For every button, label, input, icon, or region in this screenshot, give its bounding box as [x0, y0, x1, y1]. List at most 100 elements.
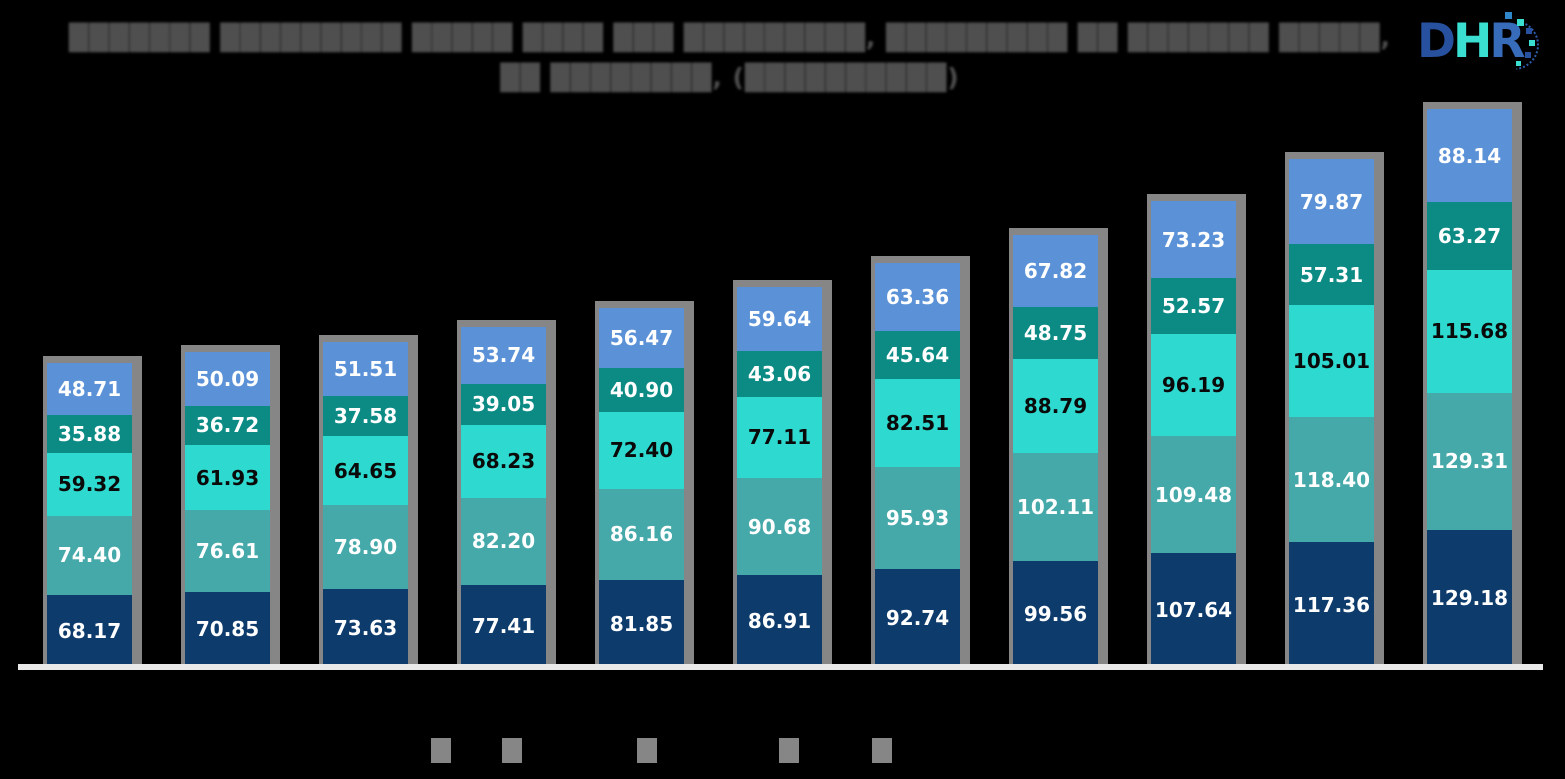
bar-segment: 53.74: [461, 326, 546, 384]
bar-segment-value: 61.93: [195, 465, 260, 490]
bar-segment: 102.11: [1013, 452, 1098, 562]
legend-item: [502, 738, 638, 763]
bar-segment: 40.90: [599, 368, 684, 412]
plot-area: 68.17 74.40 59.32 35.88 48.71 70.85 76.61 61.93…: [18, 101, 1543, 670]
bar-stack: 68.17 74.40 59.32 35.88 48.71: [43, 355, 142, 668]
bar-segment-value: 95.93: [885, 505, 950, 530]
bar-segment-value: 52.57: [1161, 294, 1226, 319]
legend-label: [653, 740, 780, 760]
bar-segment-value: 88.14: [1437, 143, 1502, 168]
bar-segment: 79.87: [1289, 159, 1374, 245]
bar-segment: 76.61: [185, 510, 270, 592]
bar-segment: 43.06: [737, 350, 822, 397]
bar-segment: 86.91: [737, 574, 822, 667]
bar-segment-value: 64.65: [333, 458, 398, 483]
logo-pixel-dot: [1525, 52, 1531, 58]
legend-label: [447, 740, 503, 760]
legend-swatch: [431, 738, 451, 763]
bar-segment: 59.64: [737, 287, 822, 351]
bar-segment: 109.48: [1151, 436, 1236, 553]
bar-segment-value: 99.56: [1023, 602, 1088, 627]
bar-segment-value: 59.32: [57, 472, 122, 497]
bar-stack: 107.64 109.48 96.19 52.57 73.23: [1147, 193, 1246, 668]
bar-segment: 37.58: [323, 396, 408, 437]
bar-segment-value: 67.82: [1023, 258, 1088, 283]
bar-segment: 59.32: [47, 452, 132, 516]
bar-segment: 63.27: [1427, 202, 1512, 270]
legend-swatch: [779, 738, 799, 763]
bar-segment: 82.20: [461, 497, 546, 585]
bar-segment: 115.68: [1427, 269, 1512, 393]
bar-segment-value: 48.71: [57, 376, 122, 401]
bar-segment-value: 56.47: [609, 326, 674, 351]
bar-stack: 73.63 78.90 64.65 37.58 51.51: [319, 334, 418, 668]
bar-segment: 90.68: [737, 478, 822, 575]
bar-segment-value: 82.51: [885, 410, 950, 435]
bar-segment: 39.05: [461, 383, 546, 426]
bar-segment: 67.82: [1013, 234, 1098, 307]
bar-segment: 68.23: [461, 425, 546, 498]
legend-label: [518, 740, 638, 760]
bar-segment-value: 63.27: [1437, 224, 1502, 249]
legend-label: [795, 740, 873, 760]
legend-item: [779, 738, 873, 763]
bar-segment: 61.93: [185, 444, 270, 511]
bar-segment: 86.16: [599, 488, 684, 581]
bar-segment: 72.40: [599, 411, 684, 489]
logo-pixel-dot: [1517, 19, 1524, 26]
bar-segment: 52.57: [1151, 278, 1236, 335]
brand-logo-letters: DHR: [1417, 14, 1526, 70]
bar-segment-value: 118.40: [1292, 467, 1371, 492]
bar-segment-value: 86.91: [747, 608, 812, 633]
bar-stack: 81.85 86.16 72.40 40.90 56.47: [595, 301, 694, 667]
bar-segment-value: 77.11: [747, 425, 812, 450]
bar-segment: 74.40: [47, 515, 132, 595]
bar-segment: 57.31: [1289, 244, 1374, 306]
bar-stack: 77.41 82.20 68.23 39.05 53.74: [457, 319, 556, 668]
bar-segment-value: 48.75: [1023, 320, 1088, 345]
bar-segment: 95.93: [875, 466, 960, 569]
bar-segment-value: 78.90: [333, 534, 398, 559]
bar-segment: 77.11: [737, 396, 822, 479]
legend-swatch: [502, 738, 522, 763]
bar-segment-value: 90.68: [747, 514, 812, 539]
bar-segment-value: 73.23: [1161, 227, 1226, 252]
bar-segment-value: 35.88: [57, 421, 122, 446]
bar-segment-value: 79.87: [1299, 189, 1364, 214]
bar-segment: 64.65: [323, 436, 408, 506]
bar-segment-value: 73.63: [333, 615, 398, 640]
bar-segment-value: 77.41: [471, 613, 536, 638]
bar-segment-value: 129.31: [1430, 449, 1509, 474]
bar-segment: 78.90: [323, 505, 408, 589]
bar-segment-value: 70.85: [195, 617, 260, 642]
bar-segment: 56.47: [599, 308, 684, 369]
bar-segment-value: 36.72: [195, 413, 260, 438]
bar-segment: 48.71: [47, 362, 132, 415]
bar-segment-value: 76.61: [195, 539, 260, 564]
bar-segment: 77.41: [461, 584, 546, 667]
bar-segment: 51.51: [323, 341, 408, 397]
bar-segment-value: 92.74: [885, 605, 950, 630]
legend-swatch: [872, 738, 892, 763]
bar-segment-value: 129.18: [1430, 586, 1509, 611]
bar-segment-value: 117.36: [1292, 592, 1371, 617]
logo-letter-d: D: [1417, 14, 1456, 69]
bar-segment: 118.40: [1289, 416, 1374, 543]
bar-segment-value: 43.06: [747, 361, 812, 386]
bar-stack: 92.74 95.93 82.51 45.64 63.36: [871, 256, 970, 667]
bar-segment-value: 45.64: [885, 342, 950, 367]
legend-swatch: [637, 738, 657, 763]
bar-segment-value: 68.17: [57, 618, 122, 643]
x-axis-line: [18, 664, 1543, 670]
bar-segment-value: 105.01: [1292, 348, 1371, 373]
bar-stack: 70.85 76.61 61.93 36.72 50.09: [181, 345, 280, 667]
bar-segment-value: 74.40: [57, 543, 122, 568]
bar-segment-value: 96.19: [1161, 373, 1226, 398]
bar-segment-value: 72.40: [609, 438, 674, 463]
logo-letter-h: H: [1453, 14, 1492, 69]
legend: [431, 738, 968, 763]
legend-item: [431, 738, 503, 763]
bar-segment-value: 115.68: [1430, 319, 1509, 344]
bar-segment: 107.64: [1151, 552, 1236, 667]
